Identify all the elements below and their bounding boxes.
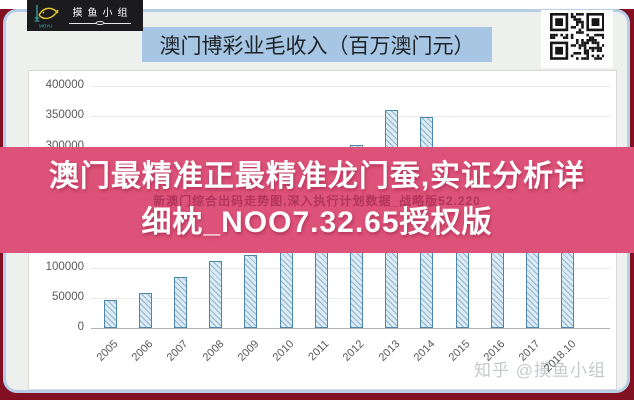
bar-hatch-pattern bbox=[491, 194, 503, 327]
qr-code-pattern bbox=[549, 13, 605, 65]
small-fish-icon bbox=[95, 20, 105, 25]
y-tick-label: 0 bbox=[77, 321, 84, 333]
fish-logo-icon: MOYU bbox=[34, 5, 59, 29]
y-tick-label: 400000 bbox=[45, 79, 84, 91]
y-tick-label: 50000 bbox=[52, 290, 84, 303]
overlay-text-line2: 细枕_NOO7.32.65授权版 bbox=[141, 206, 493, 239]
brand-logo: MOYU 摸鱼小组 bbox=[27, 0, 143, 31]
overlay-text-line1: 澳门最精准正最精准龙门蚕,实证分析详 bbox=[48, 160, 586, 193]
bar-2006 bbox=[138, 293, 152, 328]
bar-hatch-pattern bbox=[174, 278, 186, 327]
overlay-banner: 新澳门综合出码走势图,深入执行计划数据_战略版52.220 澳门最精准正最精准龙… bbox=[0, 147, 634, 253]
zhihu-watermark: 知乎 @摸鱼小组 bbox=[474, 361, 606, 380]
brand-underline bbox=[69, 20, 131, 25]
chart-title: 澳门博彩业毛收入（百万澳门元） bbox=[159, 34, 475, 58]
x-axis-line bbox=[91, 328, 610, 329]
chart-title-bar: 澳门博彩业毛收入（百万澳门元） bbox=[142, 27, 492, 62]
bar-hatch-pattern bbox=[104, 301, 116, 327]
bar-hatch-pattern bbox=[456, 189, 468, 327]
bar-hatch-pattern bbox=[210, 262, 222, 327]
y-tick-label: 350000 bbox=[45, 109, 84, 122]
svg-text:MOYU: MOYU bbox=[39, 24, 53, 29]
gridline bbox=[91, 116, 610, 118]
gridline bbox=[91, 86, 610, 87]
brand-name: 摸鱼小组 bbox=[72, 7, 133, 19]
y-tick-label: 100000 bbox=[45, 260, 84, 273]
qr-code bbox=[541, 10, 613, 68]
bar-hatch-pattern bbox=[245, 256, 257, 327]
bar-2008 bbox=[209, 261, 223, 328]
overlay-faint-watermark: 新澳门综合出码走势图,深入执行计划数据_战略版52.220 bbox=[153, 194, 481, 208]
bar-2009 bbox=[244, 255, 258, 328]
bar-hatch-pattern bbox=[139, 294, 151, 327]
bar-hatch-pattern bbox=[280, 214, 292, 327]
bar-2005 bbox=[103, 300, 117, 328]
bar-2007 bbox=[173, 277, 187, 328]
